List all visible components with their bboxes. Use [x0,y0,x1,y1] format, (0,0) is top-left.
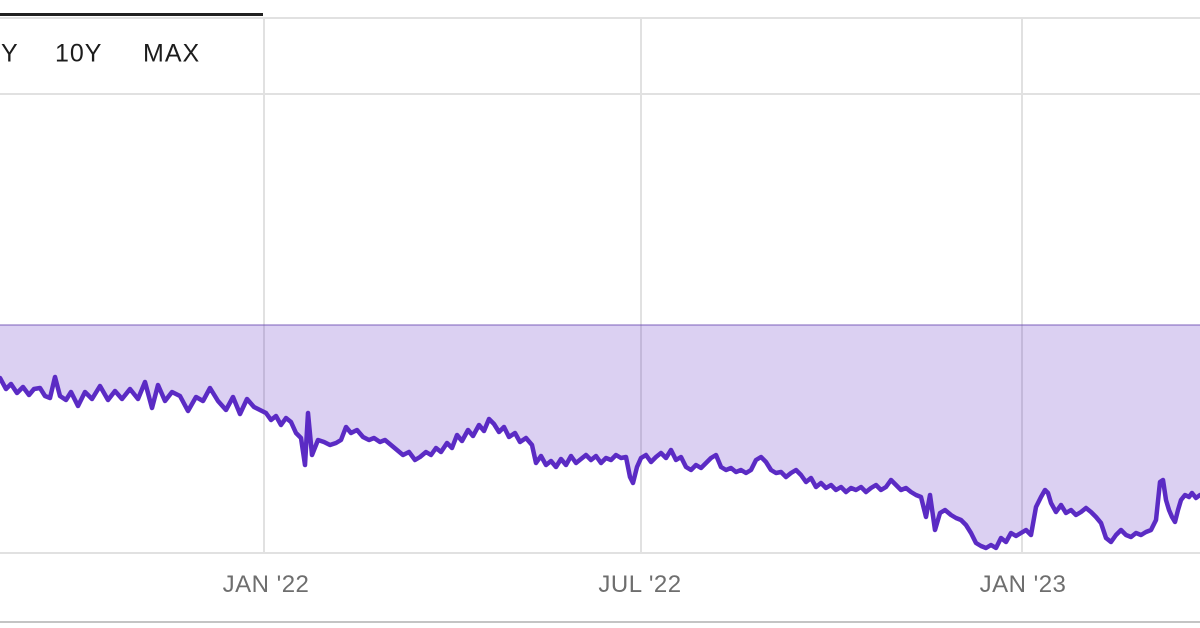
range-selector: Y 10Y MAX [0,17,1200,93]
grid-toolbar-bottom-line [0,93,1200,95]
x-tick-jul-22: JUL '22 [598,571,682,598]
range-button-max[interactable]: MAX [143,39,201,68]
toolbar-top-border [0,13,263,16]
x-axis-line [0,552,1200,554]
range-button-10y[interactable]: 10Y [55,39,103,68]
price-line [0,374,1200,551]
gridline-jan23 [1021,17,1023,553]
card-bottom-border [0,621,1200,623]
area-fill [0,325,1200,548]
x-tick-jan-23: JAN '23 [979,571,1067,598]
x-tick-jan-22: JAN '22 [222,571,310,598]
range-button-partial[interactable]: Y [1,39,19,68]
grid-top-line [0,17,1200,19]
gridline-jan22 [263,17,265,553]
gridline-jul22 [640,17,642,553]
